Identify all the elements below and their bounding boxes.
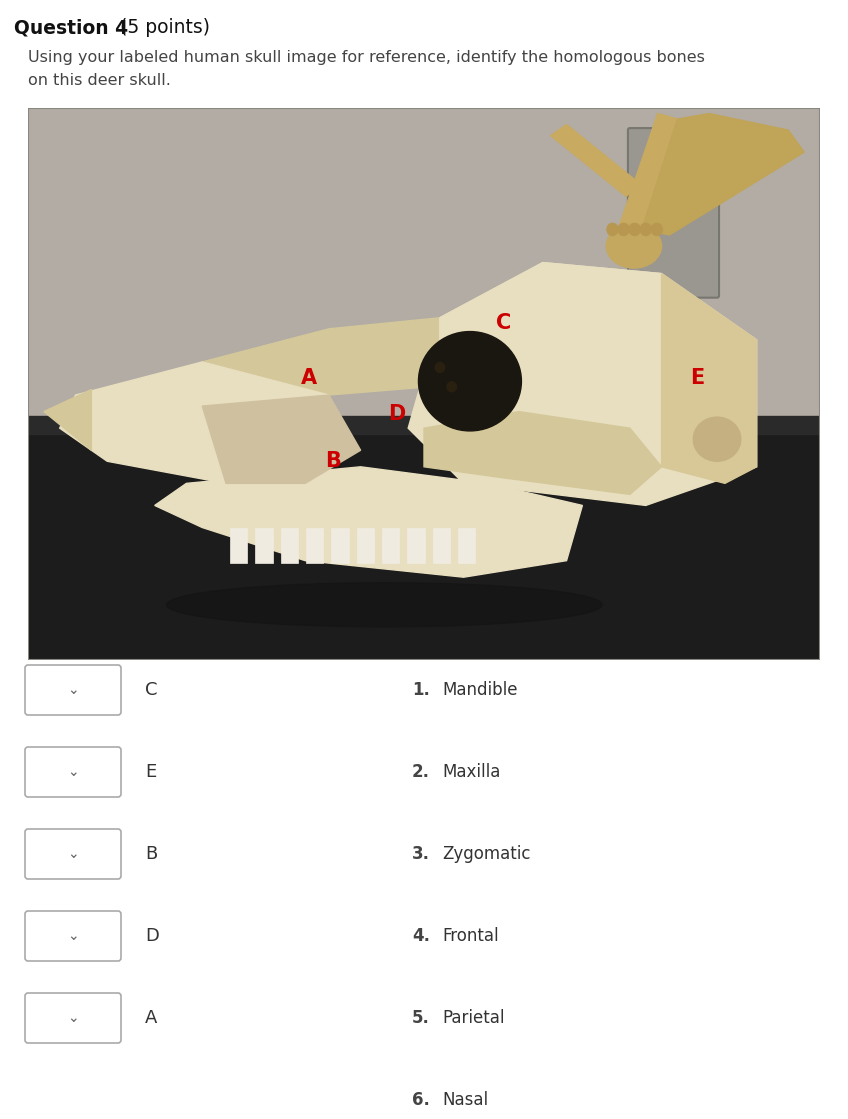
Polygon shape [202, 318, 464, 406]
Bar [230, 527, 248, 563]
Polygon shape [59, 361, 345, 483]
Text: E: E [690, 368, 705, 388]
Bar [407, 527, 425, 563]
FancyBboxPatch shape [25, 993, 121, 1043]
Bar [28, 429, 820, 660]
Text: Question 4: Question 4 [14, 18, 128, 37]
Polygon shape [440, 263, 661, 351]
Text: E: E [145, 763, 156, 781]
Polygon shape [618, 113, 678, 229]
Text: 6.: 6. [412, 1091, 430, 1109]
FancyBboxPatch shape [25, 911, 121, 961]
Text: D: D [145, 927, 159, 946]
Bar [682, 167, 698, 191]
Polygon shape [44, 389, 92, 450]
Text: B: B [325, 451, 341, 471]
FancyBboxPatch shape [25, 829, 121, 880]
Text: Nasal: Nasal [442, 1091, 488, 1109]
Text: ⌄: ⌄ [67, 929, 79, 943]
Bar [28, 416, 820, 434]
Text: 1.: 1. [412, 681, 430, 699]
Ellipse shape [418, 331, 522, 431]
FancyBboxPatch shape [25, 665, 121, 715]
Text: C: C [145, 681, 158, 699]
Ellipse shape [606, 224, 661, 269]
Bar [255, 527, 273, 563]
Ellipse shape [640, 224, 651, 235]
Ellipse shape [651, 224, 662, 235]
Polygon shape [642, 113, 804, 235]
Text: D: D [388, 404, 404, 424]
Text: Frontal: Frontal [442, 927, 499, 946]
Text: Using your labeled human skull image for reference, identify the homologous bone: Using your labeled human skull image for… [28, 50, 705, 65]
Bar [382, 527, 399, 563]
FancyBboxPatch shape [25, 747, 121, 797]
Ellipse shape [435, 363, 444, 373]
Polygon shape [154, 467, 583, 577]
Text: A: A [301, 368, 317, 388]
Bar [652, 167, 667, 191]
Text: 2.: 2. [412, 763, 430, 781]
Text: 5.: 5. [412, 1009, 430, 1027]
Bar [28, 109, 820, 429]
Text: ⌄: ⌄ [67, 683, 79, 697]
Text: ⌄: ⌄ [67, 765, 79, 779]
Bar [458, 527, 476, 563]
Text: Mandible: Mandible [442, 681, 517, 699]
Ellipse shape [607, 224, 618, 235]
Text: (5 points): (5 points) [114, 18, 210, 37]
Text: Parietal: Parietal [442, 1009, 505, 1027]
Bar [281, 527, 298, 563]
Text: 3.: 3. [412, 845, 430, 863]
Text: on this deer skull.: on this deer skull. [28, 73, 171, 88]
Ellipse shape [629, 224, 640, 235]
Bar [432, 527, 450, 563]
Text: B: B [145, 845, 157, 863]
Bar [306, 527, 323, 563]
Text: C: C [495, 313, 510, 333]
Polygon shape [408, 263, 756, 506]
Text: Zygomatic: Zygomatic [442, 845, 531, 863]
Bar [357, 527, 374, 563]
Polygon shape [550, 124, 642, 196]
Text: Maxilla: Maxilla [442, 763, 500, 781]
Text: ⌄: ⌄ [67, 1010, 79, 1025]
Polygon shape [202, 395, 360, 483]
Text: 4.: 4. [412, 927, 430, 946]
Ellipse shape [694, 417, 741, 461]
Text: A: A [145, 1009, 158, 1027]
Polygon shape [424, 412, 661, 495]
FancyBboxPatch shape [628, 128, 719, 298]
Polygon shape [661, 274, 756, 483]
Ellipse shape [166, 583, 602, 627]
Ellipse shape [618, 224, 629, 235]
Bar [332, 527, 349, 563]
Bar [665, 203, 679, 220]
Ellipse shape [447, 382, 456, 392]
Text: ⌄: ⌄ [67, 847, 79, 861]
